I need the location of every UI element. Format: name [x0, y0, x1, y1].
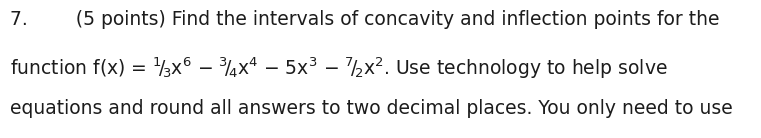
Text: 7.        (5 points) Find the intervals of concavity and inflection points for t: 7. (5 points) Find the intervals of conc… [10, 10, 719, 29]
Text: function f(x) = $^1\!/\!_3$x$^6$ $-$ $^3\!/\!_4$x$^4$ $-$ 5x$^3$ $-$ $^7\!/\!_2$: function f(x) = $^1\!/\!_3$x$^6$ $-$ $^3… [10, 55, 667, 81]
Text: equations and round all answers to two decimal places. You only need to use: equations and round all answers to two d… [10, 99, 733, 118]
